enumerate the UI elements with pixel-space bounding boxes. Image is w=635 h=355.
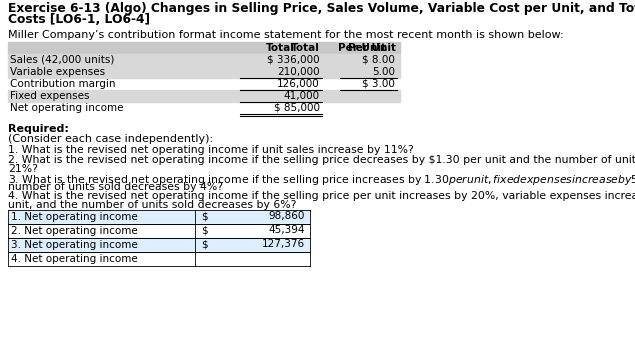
Text: 45,394: 45,394 <box>269 225 305 235</box>
Text: 41,000: 41,000 <box>284 91 320 101</box>
Text: 3. What is the revised net operating income if the selling price increases by $1: 3. What is the revised net operating inc… <box>8 173 635 187</box>
Text: 126,000: 126,000 <box>277 79 320 89</box>
Text: number of units sold decreases by 4%?: number of units sold decreases by 4%? <box>8 182 223 192</box>
Text: Per Unit: Per Unit <box>338 43 387 53</box>
Text: 1. Net operating income: 1. Net operating income <box>11 212 138 222</box>
Text: 2. Net operating income: 2. Net operating income <box>11 225 138 235</box>
Text: Miller Company’s contribution format income statement for the most recent month : Miller Company’s contribution format inc… <box>8 30 564 40</box>
Text: 210,000: 210,000 <box>277 67 320 77</box>
Text: 3. Net operating income: 3. Net operating income <box>11 240 138 250</box>
Text: 1. What is the revised net operating income if unit sales increase by 11%?: 1. What is the revised net operating inc… <box>8 145 414 155</box>
Text: $: $ <box>201 212 208 222</box>
Bar <box>8 210 310 224</box>
Text: $ 3.00: $ 3.00 <box>362 79 395 89</box>
Bar <box>8 54 400 66</box>
Text: 2. What is the revised net operating income if the selling price decreases by $1: 2. What is the revised net operating inc… <box>8 155 635 165</box>
Text: (Consider each case independently):: (Consider each case independently): <box>8 134 213 144</box>
Text: Fixed expenses: Fixed expenses <box>10 91 90 101</box>
Bar <box>8 238 310 252</box>
Text: Required:: Required: <box>8 124 69 134</box>
Text: $: $ <box>201 225 208 235</box>
Bar <box>8 42 400 54</box>
Text: Costs [LO6-1, LO6-4]: Costs [LO6-1, LO6-4] <box>8 13 150 26</box>
Text: $: $ <box>201 240 208 250</box>
Text: $ 85,000: $ 85,000 <box>274 103 320 113</box>
Text: $ 8.00: $ 8.00 <box>362 55 395 65</box>
Text: Contribution margin: Contribution margin <box>10 79 116 89</box>
Bar <box>8 252 310 266</box>
Text: 4. Net operating income: 4. Net operating income <box>11 253 138 263</box>
Bar <box>8 224 310 238</box>
Text: Net operating income: Net operating income <box>10 103 123 113</box>
Text: Sales (42,000 units): Sales (42,000 units) <box>10 55 114 65</box>
Text: 5.00: 5.00 <box>372 67 395 77</box>
Text: Total: Total <box>265 43 295 53</box>
Bar <box>8 90 400 102</box>
Text: Per Unit: Per Unit <box>348 43 396 53</box>
Text: Variable expenses: Variable expenses <box>10 67 105 77</box>
Text: 127,376: 127,376 <box>262 240 305 250</box>
Text: Total: Total <box>291 43 319 53</box>
Bar <box>8 66 400 78</box>
Text: unit, and the number of units sold decreases by 6%?: unit, and the number of units sold decre… <box>8 200 297 210</box>
Text: 21%?: 21%? <box>8 164 38 174</box>
Text: Exercise 6-13 (Algo) Changes in Selling Price, Sales Volume, Variable Cost per U: Exercise 6-13 (Algo) Changes in Selling … <box>8 2 635 15</box>
Text: $ 336,000: $ 336,000 <box>267 55 320 65</box>
Text: 98,860: 98,860 <box>269 212 305 222</box>
Text: 4. What is the revised net operating income if the selling price per unit increa: 4. What is the revised net operating inc… <box>8 191 635 201</box>
